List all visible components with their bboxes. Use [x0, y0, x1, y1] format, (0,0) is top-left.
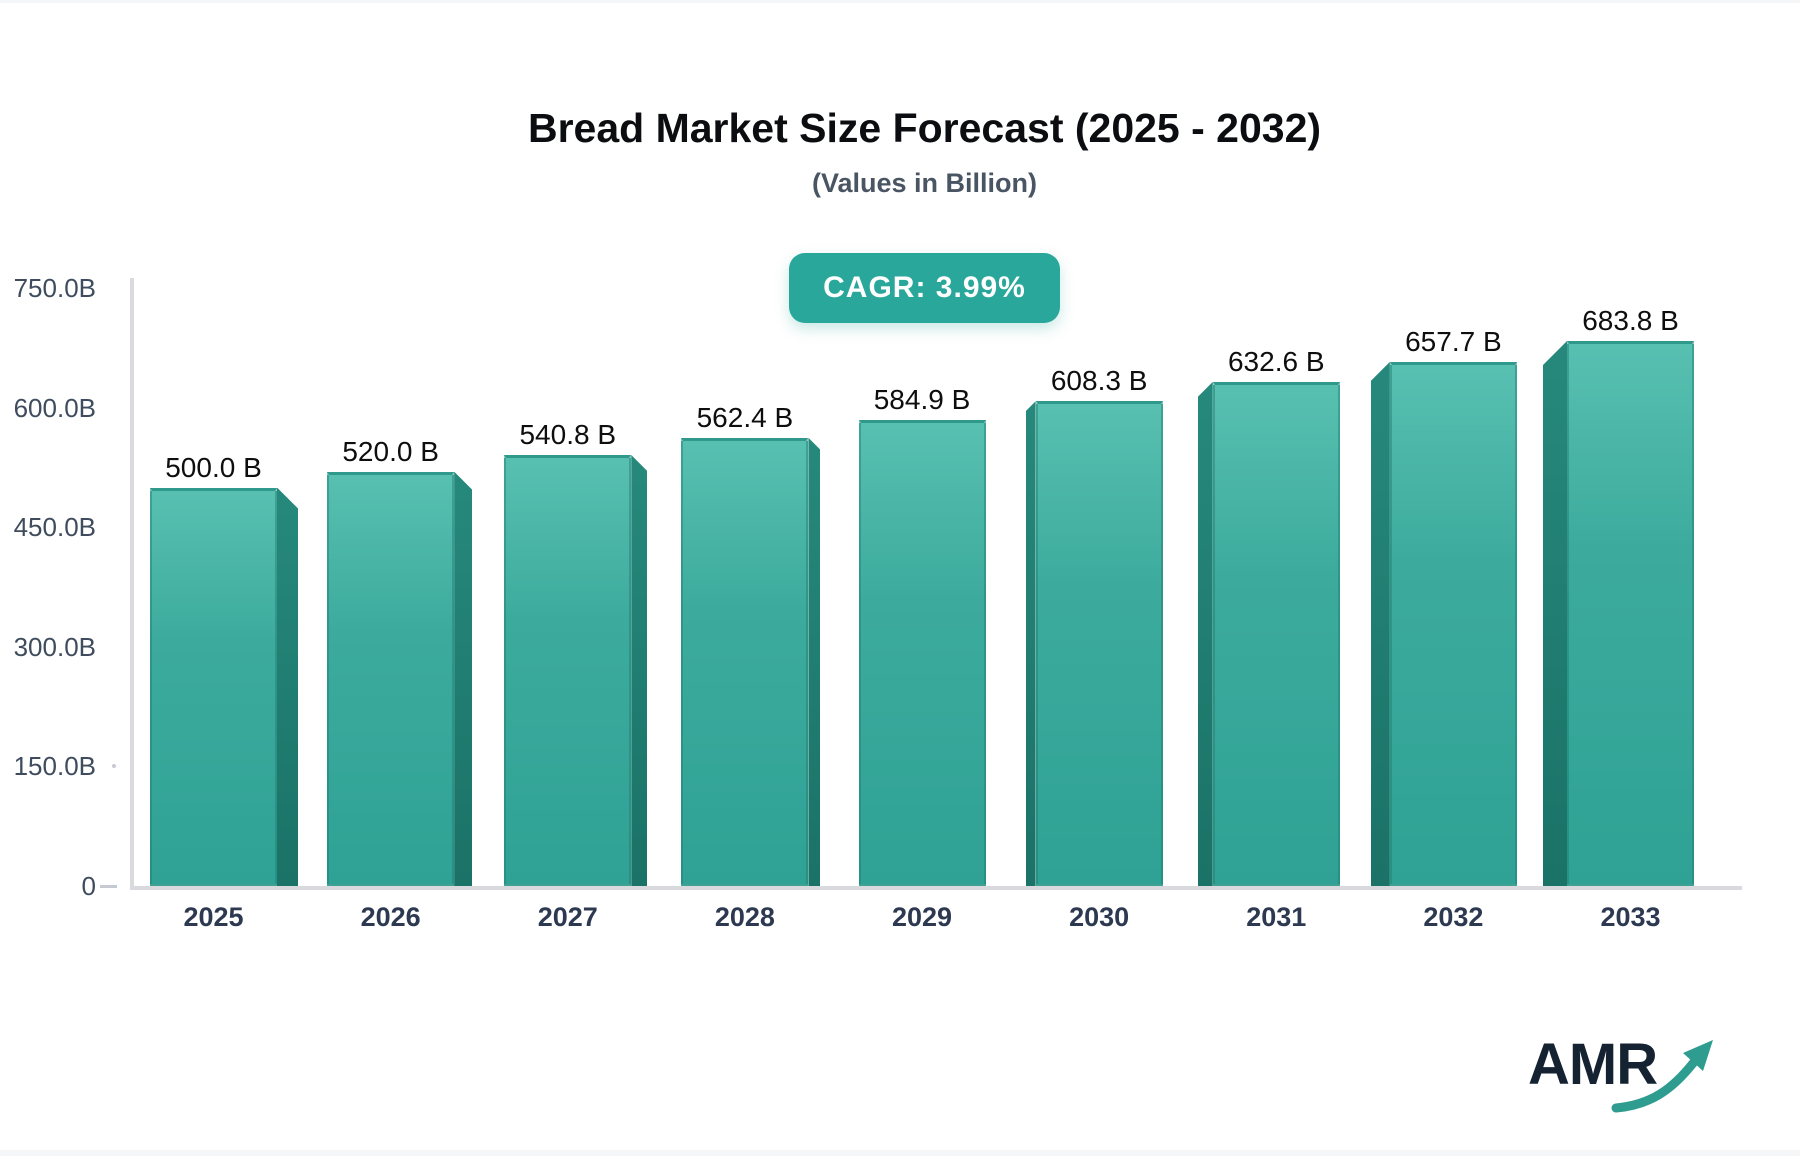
chart-subtitle: (Values in Billion) [811, 168, 1038, 198]
bar [681, 437, 809, 886]
bar-value-label: 683.8 B [1582, 305, 1679, 337]
bar [327, 471, 455, 886]
x-axis-label: 2032 [1423, 902, 1484, 932]
bar-value-label: 584.9 B [873, 383, 971, 415]
y-axis-label: 450.0B [13, 512, 96, 543]
y-axis-label: 300.0B [13, 631, 96, 662]
bar [504, 454, 632, 886]
bar-value-label: 500.0 B [165, 451, 262, 483]
bar-side-face [454, 471, 473, 886]
chart-title: Bread Market Size Forecast (2025 - 2032) [527, 105, 1322, 151]
chart-header: Bread Market Size Forecast (2025 - 2032)… [49, 0, 1800, 323]
y-axis-line [130, 278, 134, 890]
amr-logo: AMR [1528, 1036, 1728, 1122]
bar-value-label: 608.3 B [1050, 365, 1148, 397]
bar-value-label: 562.4 B [696, 401, 794, 433]
y-axis-label: 750.0B [13, 273, 96, 304]
x-axis-label: 2026 [360, 902, 421, 932]
bar [1389, 361, 1517, 886]
amr-logo-text: AMR [1528, 1032, 1658, 1097]
x-axis-line [130, 886, 1742, 890]
page-edge-bottom [0, 1150, 1800, 1156]
bar-value-label: 657.7 B [1405, 325, 1502, 357]
bar [150, 487, 277, 886]
y-axis-tick [112, 764, 116, 769]
y-axis-tick [100, 885, 117, 888]
page-edge-top [0, 0, 1800, 3]
bar-value-label: 540.8 B [519, 418, 617, 450]
bar-side-face [808, 437, 821, 886]
x-axis-label: 2033 [1600, 902, 1661, 932]
bar-side-face [1370, 361, 1390, 886]
bar-side-face [1543, 341, 1567, 886]
bar [1567, 341, 1694, 886]
x-axis-label: 2031 [1246, 902, 1307, 932]
x-axis-label: 2029 [891, 902, 953, 932]
bar-side-face [631, 454, 648, 886]
x-axis-label: 2025 [183, 902, 244, 932]
y-axis-label: 0 [81, 871, 96, 901]
bar-value-label: 632.6 B [1227, 345, 1325, 377]
y-axis-label: 150.0B [13, 751, 96, 782]
bar-side-face [1025, 401, 1036, 886]
y-axis-label: 600.0B [13, 392, 96, 423]
x-axis-label: 2028 [714, 902, 775, 932]
bar [858, 419, 986, 886]
bar-value-label: 520.0 B [342, 435, 439, 467]
bar-side-face [1197, 381, 1213, 886]
x-axis-label: 2027 [537, 902, 598, 932]
growth-arrow-icon [1611, 1040, 1713, 1113]
cagr-badge-label: CAGR: 3.99% [823, 271, 1026, 304]
bar-side-face [277, 487, 298, 886]
x-axis-label: 2030 [1069, 902, 1130, 932]
bar [1212, 381, 1340, 886]
cagr-badge: CAGR: 3.99% [789, 253, 1060, 323]
bar [1035, 401, 1163, 886]
